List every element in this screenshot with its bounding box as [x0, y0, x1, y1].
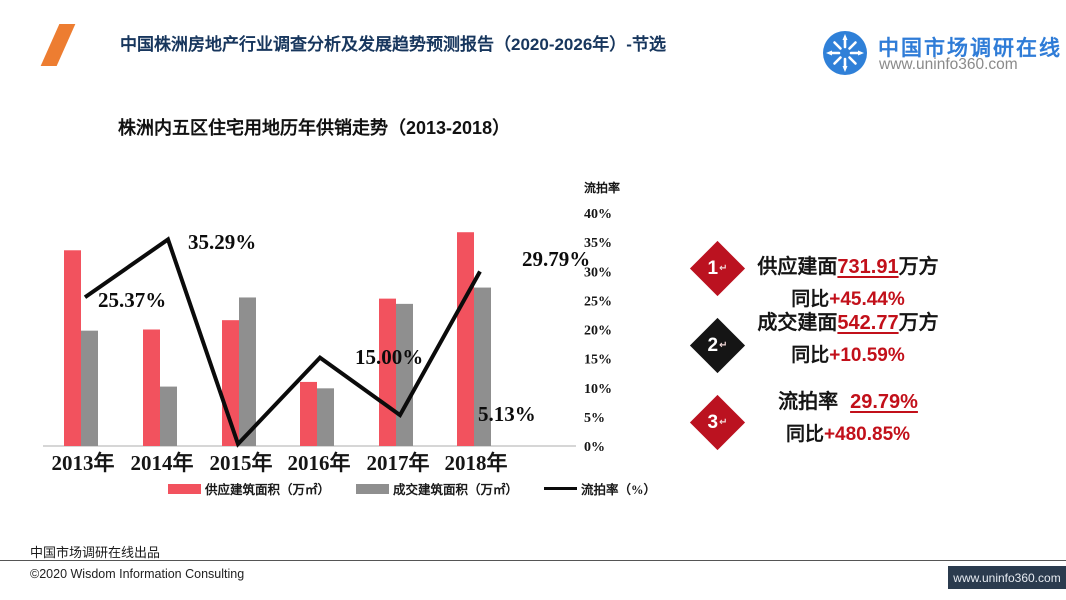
svg-text:20%: 20%	[584, 324, 612, 339]
stat-deal-suffix: 万方	[898, 312, 939, 334]
svg-text:15%: 15%	[584, 353, 612, 368]
legend-item-failure-rate: 流拍率（%）	[544, 479, 656, 498]
stat-badge-2-label: 2 ↵	[698, 326, 737, 365]
svg-text:2018年: 2018年	[445, 451, 508, 475]
legend-label-deal: 成交建筑面积（万㎡）	[393, 483, 519, 497]
stat-supply: 供应建面731.91万方 同比+45.44%	[738, 250, 958, 311]
svg-text:29.79%: 29.79%	[522, 247, 590, 271]
stat-failure-rate-value: 29.79%	[850, 391, 918, 413]
legend-swatch-supply	[168, 483, 201, 494]
svg-text:25.37%: 25.37%	[98, 288, 166, 312]
svg-text:35.29%: 35.29%	[188, 230, 256, 254]
svg-text:10%: 10%	[584, 382, 612, 397]
svg-text:流拍率: 流拍率	[584, 180, 620, 195]
stat-supply-suffix: 万方	[898, 256, 939, 278]
stat-supply-value: 731.91	[837, 256, 899, 278]
legend-swatch-failure-rate	[544, 486, 578, 491]
stat-badge-3-number: 3	[707, 411, 719, 433]
return-arrow-icon: ↵	[719, 340, 728, 351]
svg-text:35%: 35%	[584, 236, 612, 251]
svg-text:5%: 5%	[584, 411, 605, 426]
slide-title: 株洲内五区住宅用地历年供销走势（2013-2018）	[118, 118, 511, 138]
return-arrow-icon: ↵	[719, 417, 728, 428]
footer-copyright: ©2020 Wisdom Information Consulting	[30, 567, 245, 581]
stat-deal: 成交建面542.77万方 同比+10.59%	[738, 306, 958, 367]
stat-supply-yoy-value: +45.44%	[829, 289, 905, 310]
footer-divider	[0, 560, 1066, 561]
svg-text:2014年: 2014年	[131, 451, 194, 475]
legend-swatch-deal	[356, 483, 390, 494]
svg-text:30%: 30%	[584, 265, 612, 280]
stat-supply-yoy-label: 同比	[791, 289, 830, 310]
legend-item-supply: 供应建筑面积（万㎡）	[168, 479, 330, 498]
stat-failure-rate-yoy-value: +480.85%	[823, 424, 911, 445]
stat-failure-rate: 流拍率 29.79% 同比+480.85%	[738, 385, 958, 446]
stat-badge-3-label: 3 ↵	[698, 403, 737, 442]
legend-label-supply: 供应建筑面积（万㎡）	[205, 483, 331, 497]
svg-text:2016年: 2016年	[288, 451, 351, 475]
legend-label-failure-rate: 流拍率（%）	[581, 483, 657, 497]
report-title: 中国株洲房地产行业调查分析及发展趋势预测报告（2020-2026年）-节选	[120, 35, 666, 54]
stat-deal-yoy-value: +10.59%	[829, 345, 905, 366]
chart-legend: 供应建筑面积（万㎡） 成交建筑面积（万㎡） 流拍率（%）	[168, 479, 656, 498]
stat-badge-1-number: 1	[707, 257, 719, 279]
stat-badge-1: 1 ↵	[689, 240, 746, 297]
svg-text:2015年: 2015年	[210, 451, 273, 475]
footer-produced-by: 中国市场调研在线出品	[30, 545, 161, 560]
stat-deal-yoy-label: 同比	[791, 345, 830, 366]
return-arrow-icon: ↵	[719, 263, 728, 274]
accent-slash	[40, 24, 76, 66]
svg-text:2017年: 2017年	[367, 451, 430, 475]
svg-text:15.00%: 15.00%	[355, 345, 423, 369]
svg-text:2013年: 2013年	[52, 451, 115, 475]
svg-text:5.13%: 5.13%	[478, 402, 536, 426]
svg-text:40%: 40%	[584, 207, 612, 222]
stat-badge-2: 2 ↵	[689, 317, 746, 374]
brand-url[interactable]: www.uninfo360.com	[879, 56, 1018, 73]
brand-name: 中国市场调研在线	[878, 37, 1062, 60]
legend-item-deal: 成交建筑面积（万㎡）	[356, 479, 518, 498]
svg-text:0%: 0%	[584, 440, 605, 455]
stat-badge-3: 3 ↵	[689, 394, 746, 451]
stat-deal-prefix: 成交建面	[757, 312, 838, 334]
stat-badge-1-label: 1 ↵	[698, 249, 737, 288]
brand-logo-icon	[821, 29, 869, 77]
supply-deal-trend-chart: 25.37% 35.29% 15.00% 5.13% 29.79% 2013年 2014年 2…	[43, 180, 620, 475]
stat-supply-prefix: 供应建面	[757, 256, 838, 278]
stat-failure-rate-yoy-label: 同比	[785, 424, 824, 445]
stat-badge-2-number: 2	[707, 334, 719, 356]
svg-text:25%: 25%	[584, 294, 612, 309]
stat-failure-rate-prefix: 流拍率	[778, 391, 839, 413]
footer-url-badge[interactable]: www.uninfo360.com	[948, 566, 1066, 589]
stat-deal-value: 542.77	[837, 312, 899, 334]
